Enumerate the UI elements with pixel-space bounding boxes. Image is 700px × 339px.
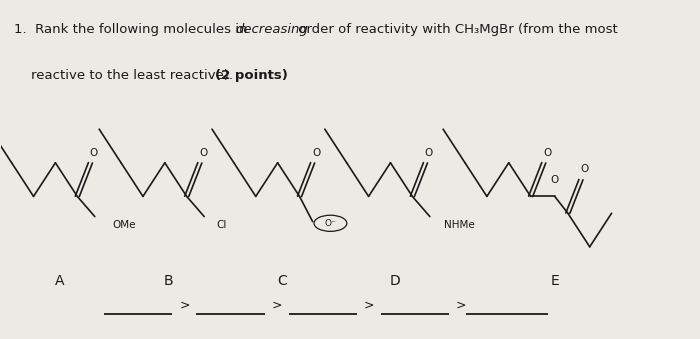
Text: (2 points): (2 points) xyxy=(215,68,288,82)
Text: >: > xyxy=(456,298,467,312)
Text: >: > xyxy=(272,298,282,312)
Text: O: O xyxy=(199,148,207,158)
Text: O: O xyxy=(90,148,98,158)
Text: >: > xyxy=(364,298,374,312)
Text: O: O xyxy=(425,148,433,158)
Text: D: D xyxy=(389,274,400,288)
Text: reactive to the least reactive).: reactive to the least reactive). xyxy=(14,68,237,82)
Text: 1.  Rank the following molecules in: 1. Rank the following molecules in xyxy=(14,23,251,36)
Text: O: O xyxy=(312,148,320,158)
Text: O⁻: O⁻ xyxy=(325,219,336,228)
Text: OMe: OMe xyxy=(112,220,135,230)
Text: B: B xyxy=(164,274,174,288)
Text: O: O xyxy=(551,175,559,185)
Text: E: E xyxy=(551,274,559,288)
Text: decreasing: decreasing xyxy=(235,23,308,36)
Text: Cl: Cl xyxy=(216,220,227,230)
Text: O: O xyxy=(580,164,589,175)
Text: order of reactivity with CH₃MgBr (from the most: order of reactivity with CH₃MgBr (from t… xyxy=(294,23,618,36)
Text: C: C xyxy=(277,274,286,288)
Text: >: > xyxy=(179,298,190,312)
Text: O: O xyxy=(543,148,552,158)
Text: NHMe: NHMe xyxy=(444,220,475,230)
Text: A: A xyxy=(55,274,64,288)
